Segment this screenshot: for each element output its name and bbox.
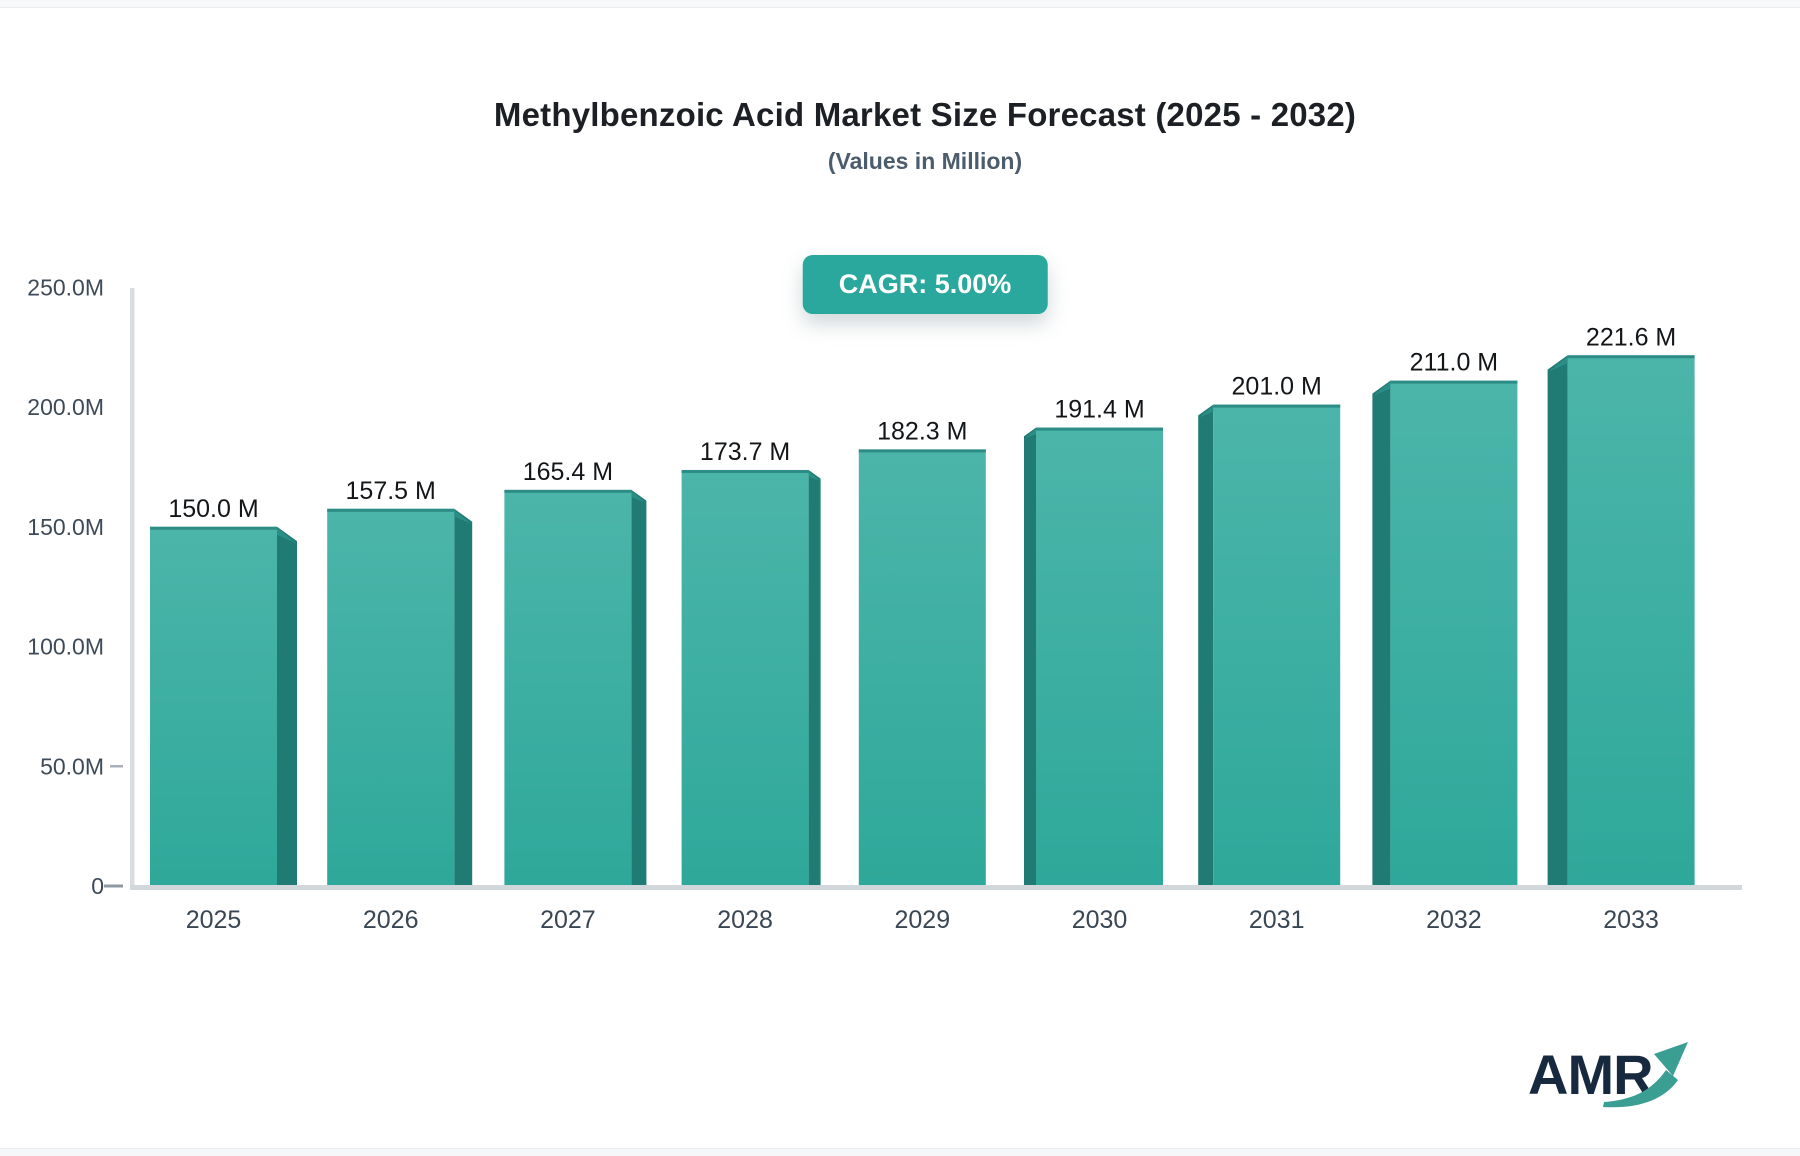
bar-side-face xyxy=(454,508,473,886)
x-tick-label: 2025 xyxy=(186,906,242,934)
x-tick-label: 2033 xyxy=(1603,906,1659,934)
bar-side-face xyxy=(631,489,647,886)
x-tick-label: 2029 xyxy=(894,906,950,934)
bar-top-edge xyxy=(327,508,455,512)
bar-top-edge xyxy=(1567,355,1695,359)
bar-top-edge xyxy=(150,526,277,530)
bar-value-label: 165.4 M xyxy=(523,458,613,486)
logo-arrowhead-icon xyxy=(1654,1042,1688,1076)
bar-2025 xyxy=(150,526,277,886)
bar-top-bevel xyxy=(438,509,472,524)
bar-2033 xyxy=(1567,355,1695,886)
x-tick-label: 2028 xyxy=(717,906,773,934)
bar-value-label: 201.0 M xyxy=(1232,373,1322,401)
bar-side-face xyxy=(1372,380,1391,886)
bar-2027 xyxy=(504,489,632,886)
amr-logo: AMR xyxy=(1528,1042,1688,1108)
y-tick-label: 50.0M xyxy=(40,753,104,779)
bar-top-edge xyxy=(1390,380,1518,384)
bar-top-edge xyxy=(1036,427,1163,431)
cagr-badge: CAGR: 5.00% xyxy=(802,255,1048,314)
bar-value-label: 157.5 M xyxy=(346,477,436,505)
bar-value-label: 173.7 M xyxy=(700,438,790,466)
bar-value-label: 211.0 M xyxy=(1410,349,1498,377)
bar-2031 xyxy=(1213,404,1341,886)
bar-2026 xyxy=(327,508,455,886)
bar-2029 xyxy=(858,449,986,886)
logo-arrow-swoosh-icon xyxy=(1603,1070,1678,1108)
x-tick-label: 2027 xyxy=(540,906,596,934)
y-tick-label: 200.0M xyxy=(27,394,104,420)
bar-value-label: 182.3 M xyxy=(877,417,967,445)
bar-side-face xyxy=(1198,404,1214,886)
bar-side-face xyxy=(277,526,297,886)
bar-2032 xyxy=(1390,380,1518,886)
x-tick-label: 2026 xyxy=(363,906,419,934)
y-tick-label: 0 xyxy=(91,873,104,899)
page-top-border xyxy=(0,0,1800,8)
x-tick-label: 2032 xyxy=(1426,906,1482,934)
bar-value-label: 191.4 M xyxy=(1054,396,1144,424)
bar-side-face xyxy=(808,469,821,886)
y-tick-label: 150.0M xyxy=(27,514,104,540)
x-axis-line xyxy=(130,885,1742,890)
y-tick-label: 100.0M xyxy=(27,634,104,660)
bar-side-face xyxy=(1547,355,1568,886)
bar-2030 xyxy=(1036,427,1163,886)
bar-value-label: 221.6 M xyxy=(1586,323,1676,351)
chart-header: Methylbenzoic Acid Market Size Forecast … xyxy=(0,96,1800,175)
x-tick-label: 2031 xyxy=(1249,906,1305,934)
bar-top-edge xyxy=(1213,404,1341,408)
bar-top-edge xyxy=(681,469,809,473)
chart-title: Methylbenzoic Acid Market Size Forecast … xyxy=(493,96,1357,133)
y-tick-label: 250.0M xyxy=(27,274,104,300)
bar-side-face xyxy=(1024,427,1036,886)
bar-top-bevel xyxy=(1548,356,1584,372)
bar-top-edge xyxy=(504,489,632,493)
page-bottom-border xyxy=(0,1148,1800,1156)
bar-2028 xyxy=(681,469,809,886)
amr-logo-text: AMR xyxy=(1528,1043,1653,1106)
chart-subtitle: (Values in Million) xyxy=(827,148,1023,174)
y-axis-line xyxy=(130,288,135,889)
x-tick-label: 2030 xyxy=(1072,906,1128,934)
bar-value-label: 150.0 M xyxy=(168,495,258,523)
bar-top-edge xyxy=(858,449,986,453)
